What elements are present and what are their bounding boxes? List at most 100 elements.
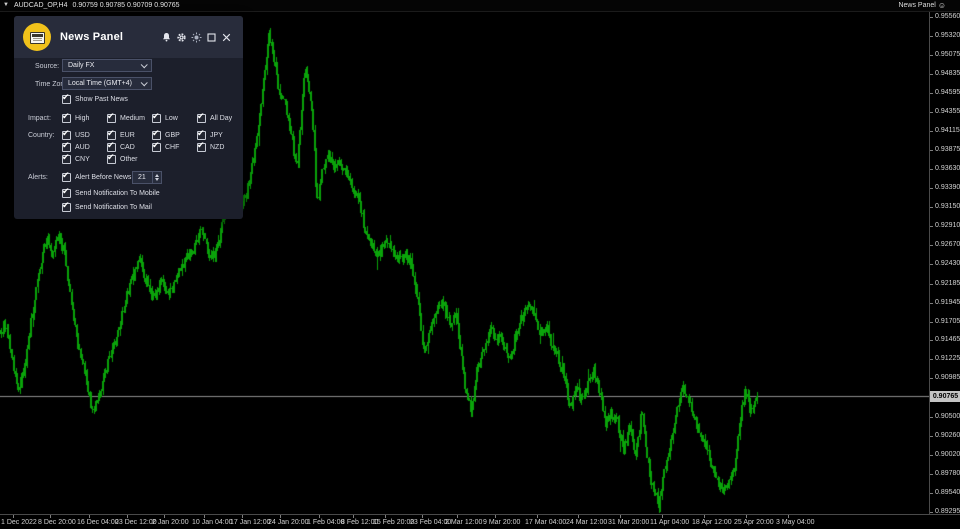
checkbox-country-jpy[interactable]: JPY	[197, 129, 223, 140]
time-tick-mark	[422, 515, 423, 518]
checkbox-country-cny[interactable]: CNY	[62, 153, 90, 164]
dialog-titlebar[interactable]: News Panel	[14, 16, 243, 58]
stepper-down-icon[interactable]	[155, 178, 159, 181]
checkbox-country-gbp[interactable]: GBP	[152, 129, 180, 140]
price-tick-label: 0.94115	[935, 127, 960, 134]
price-tick-mark	[930, 455, 933, 456]
time-tick-label: 10 Jan 04:00	[192, 519, 233, 526]
checkbox-icon[interactable]	[152, 141, 161, 152]
checkbox-alert-before-news[interactable]: Alert Before News:	[62, 171, 133, 182]
time-tick-mark	[537, 515, 538, 518]
chart-header-bar: ▼ AUDCAD_OP,H4 0.90759 0.90785 0.90709 0…	[0, 0, 960, 12]
dialog-title: News Panel	[60, 31, 124, 43]
price-tick-label: 0.93390	[935, 184, 960, 191]
time-tick-mark	[788, 515, 789, 518]
price-tick-mark	[930, 131, 933, 132]
checkbox-icon[interactable]	[197, 141, 206, 152]
price-tick-label: 0.91705	[935, 318, 960, 325]
checkbox-notify-mobile[interactable]: Send Notification To Mobile	[62, 187, 160, 198]
time-tick-mark	[89, 515, 90, 518]
checkbox-icon[interactable]	[152, 129, 161, 140]
gear-icon[interactable]	[176, 32, 187, 43]
price-tick-mark	[930, 17, 933, 18]
time-tick-mark	[127, 515, 128, 518]
source-label: Source:	[35, 63, 60, 70]
symbol-period-label: AUDCAD_OP,H4	[13, 2, 68, 9]
maximize-icon[interactable]	[206, 32, 217, 43]
checkbox-impact-high[interactable]: High	[62, 112, 89, 123]
price-tick-mark	[930, 322, 933, 323]
price-tick-label: 0.91945	[935, 299, 960, 306]
price-tick-label: 0.94355	[935, 108, 960, 115]
price-tick-mark	[930, 512, 933, 513]
theme-sun-icon[interactable]	[191, 32, 202, 43]
price-tick-mark	[930, 284, 933, 285]
time-tick-label: 31 Mar 20:00	[608, 519, 650, 526]
news-panel-logo	[23, 23, 51, 51]
time-axis[interactable]: 1 Dec 2022 8 Dec 20:00 16 Dec 04:00 23 Dec …	[0, 514, 960, 529]
alerts-label: Alerts:	[28, 174, 48, 181]
price-tick-mark	[930, 112, 933, 113]
time-tick-label: 2 Jan 20:00	[152, 519, 189, 526]
source-select[interactable]: Daily FX	[62, 59, 152, 72]
close-icon[interactable]	[221, 32, 232, 43]
checkbox-impact-low[interactable]: Low	[152, 112, 178, 123]
price-tick-label: 0.89780	[935, 470, 960, 477]
checkbox-icon[interactable]	[62, 201, 71, 212]
checkbox-country-eur[interactable]: EUR	[107, 129, 135, 140]
time-tick-mark	[164, 515, 165, 518]
checkbox-icon[interactable]	[62, 93, 71, 104]
checkbox-icon[interactable]	[152, 112, 161, 123]
checkbox-icon[interactable]	[107, 129, 116, 140]
time-tick-label: 25 Apr 20:00	[734, 519, 774, 526]
checkbox-icon[interactable]	[62, 153, 71, 164]
price-tick-mark	[930, 378, 933, 379]
checkbox-icon[interactable]	[107, 141, 116, 152]
time-tick-label: 15 Feb 20:00	[373, 519, 415, 526]
price-tick-label: 0.94835	[935, 70, 960, 77]
checkbox-show-past-news[interactable]: Show Past News	[62, 93, 128, 104]
price-tick-mark	[930, 436, 933, 437]
source-selected-value: Daily FX	[68, 62, 95, 69]
symbol-dropdown-icon[interactable]: ▼	[3, 2, 9, 8]
checkbox-icon[interactable]	[62, 129, 71, 140]
time-tick-label: 3 May 04:00	[776, 519, 815, 526]
checkbox-country-usd[interactable]: USD	[62, 129, 90, 140]
alert-minutes-stepper[interactable]: 21	[132, 171, 162, 184]
stepper-up-icon[interactable]	[155, 174, 159, 177]
price-tick-label: 0.93150	[935, 203, 960, 210]
checkbox-icon[interactable]	[197, 129, 206, 140]
time-tick-label: 17 Jan 12:00	[230, 519, 271, 526]
checkbox-icon[interactable]	[197, 112, 206, 123]
price-axis[interactable]: 0.90765 0.95560 0.95320 0.95075 0.94835 0.94…	[929, 11, 960, 515]
checkbox-country-chf[interactable]: CHF	[152, 141, 179, 152]
price-tick-mark	[930, 150, 933, 151]
time-tick-label: 1 Dec 2022	[1, 519, 37, 526]
time-tick-label: 23 Dec 12:00	[115, 519, 157, 526]
checkbox-icon[interactable]	[62, 141, 71, 152]
checkbox-icon[interactable]	[62, 171, 71, 182]
time-tick-label: 24 Jan 20:00	[268, 519, 309, 526]
checkbox-impact-all-day[interactable]: All Day	[197, 112, 232, 123]
checkbox-country-other[interactable]: Other	[107, 153, 138, 164]
price-tick-mark	[930, 359, 933, 360]
price-tick-label: 0.95075	[935, 51, 960, 58]
checkbox-notify-mail[interactable]: Send Notification To Mail	[62, 201, 152, 212]
checkbox-icon[interactable]	[107, 112, 116, 123]
time-tick-mark	[457, 515, 458, 518]
price-tick-label: 0.90020	[935, 451, 960, 458]
checkbox-icon[interactable]	[62, 187, 71, 198]
checkbox-country-aud[interactable]: AUD	[62, 141, 90, 152]
checkbox-icon[interactable]	[107, 153, 116, 164]
price-tick-label: 0.93630	[935, 165, 960, 172]
checkbox-impact-medium[interactable]: Medium	[107, 112, 145, 123]
indicator-name-label: News Panel ☺	[898, 1, 946, 10]
checkbox-country-nzd[interactable]: NZD	[197, 141, 224, 152]
checkbox-country-cad[interactable]: CAD	[107, 141, 135, 152]
timezone-select[interactable]: Local Time (GMT+4)	[62, 77, 152, 90]
time-tick-label: 2 Mar 12:00	[445, 519, 483, 526]
bell-icon[interactable]	[161, 32, 172, 43]
time-tick-mark	[704, 515, 705, 518]
checkbox-icon[interactable]	[62, 112, 71, 123]
